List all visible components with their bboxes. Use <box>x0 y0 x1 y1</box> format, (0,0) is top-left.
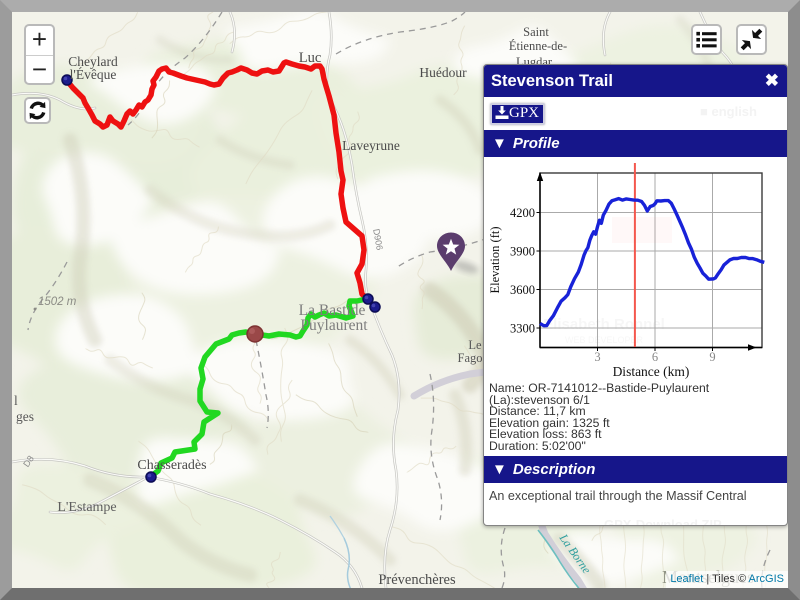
svg-text:3600: 3600 <box>510 283 535 297</box>
svg-text:Saint: Saint <box>523 25 549 39</box>
svg-text:Distance (km): Distance (km) <box>613 364 690 379</box>
svg-text:Prévenchères: Prévenchères <box>378 572 456 588</box>
svg-text:Cheylard: Cheylard <box>68 54 118 69</box>
svg-text:D906: D906 <box>371 228 385 251</box>
svg-text:9: 9 <box>709 350 715 364</box>
svg-text:La Bastide: La Bastide <box>299 302 366 319</box>
svg-text:l: l <box>14 393 18 408</box>
svg-text:Puylaurent: Puylaurent <box>300 317 368 334</box>
svg-text:Elevation (ft): Elevation (ft) <box>488 227 502 294</box>
svg-text:Luc: Luc <box>299 50 322 66</box>
svg-text:Huédour: Huédour <box>419 65 467 80</box>
svg-text:3900: 3900 <box>510 245 535 259</box>
svg-text:WEB DEVELOPER: WEB DEVELOPER <box>565 335 644 345</box>
svg-text:3: 3 <box>594 350 600 364</box>
svg-text:Elisabeth Ronnel: Elisabeth Ronnel <box>543 316 665 333</box>
svg-text:Chasseradès: Chasseradès <box>137 458 206 473</box>
svg-text:l'Évêque: l'Évêque <box>70 67 117 82</box>
svg-text:6: 6 <box>652 350 658 364</box>
svg-text:Le: Le <box>468 338 482 352</box>
svg-text:4200: 4200 <box>510 206 535 220</box>
svg-text:ges: ges <box>16 409 34 424</box>
svg-text:1502 m: 1502 m <box>38 296 77 308</box>
svg-text:Laveyrune: Laveyrune <box>342 138 400 153</box>
svg-text:Fago: Fago <box>458 351 483 365</box>
svg-text:Étienne-de-: Étienne-de- <box>509 39 567 53</box>
svg-text:3300: 3300 <box>510 322 535 336</box>
svg-text:L'Estampe: L'Estampe <box>57 500 116 515</box>
